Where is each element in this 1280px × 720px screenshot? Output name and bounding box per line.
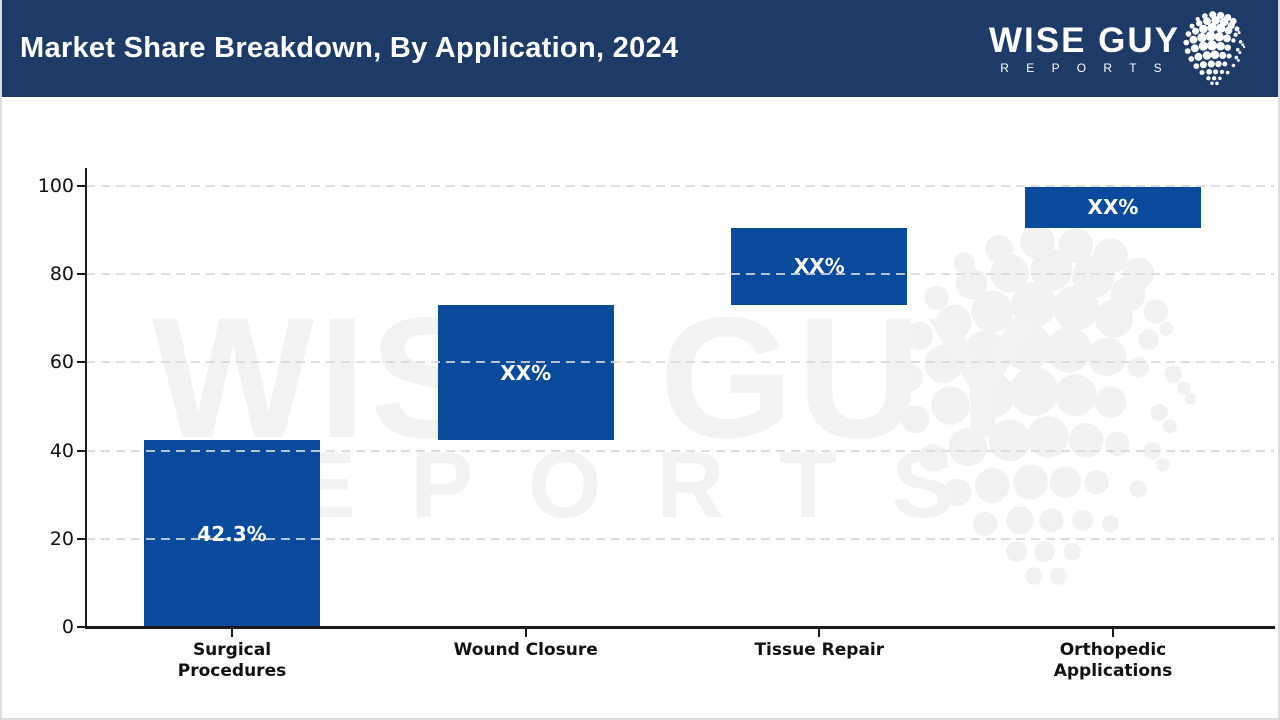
y-tick-label: 0 [61,616,74,638]
x-axis-line [85,626,1275,629]
y-tick [77,361,86,364]
y-tick [77,537,86,540]
y-tick-label: 40 [49,439,74,462]
bar-value-label: XX% [500,360,552,385]
brand-head-icon [1183,10,1246,85]
x-category-label: Tissue Repair [754,640,885,660]
y-tick-label: 20 [49,527,74,550]
y-tick [77,626,86,628]
header-bar: Market Share Breakdown, By Application, … [2,0,1278,97]
brand-logo-text: WISE GUY R E P O R T S [989,23,1180,74]
y-tick [77,449,86,452]
gridline [86,185,1274,187]
bar-value-label: 42.3% [197,521,267,546]
x-tick [524,629,527,637]
brand-subtitle: R E P O R T S [1000,61,1169,75]
gridline [86,449,1274,452]
gridline [86,273,1274,276]
brand-logo: WISE GUY R E P O R T S [989,9,1248,89]
x-category-label: Wound Closure [453,640,598,660]
bar [437,305,614,441]
x-tick [231,629,233,637]
y-axis-line [85,168,87,629]
x-tick [1112,629,1114,637]
y-tick-label: 100 [37,175,74,197]
bar [1025,186,1201,228]
x-category-label: Orthopedic Applications [1053,640,1173,681]
bar-value-label: XX% [793,254,845,279]
bar [144,440,320,627]
bar [731,227,908,306]
y-tick-label: 60 [49,351,74,374]
gridline [86,537,1274,540]
y-tick-label: 80 [49,263,74,286]
gridline [86,361,1274,364]
y-tick [77,273,86,276]
bar-value-label: XX% [1087,195,1139,220]
x-category-label: Surgical Procedures [177,640,287,681]
y-tick [77,185,86,187]
x-tick [818,629,821,637]
brand-name: WISE GUY [988,21,1180,60]
page-title: Market Share Breakdown, By Application, … [20,32,679,64]
